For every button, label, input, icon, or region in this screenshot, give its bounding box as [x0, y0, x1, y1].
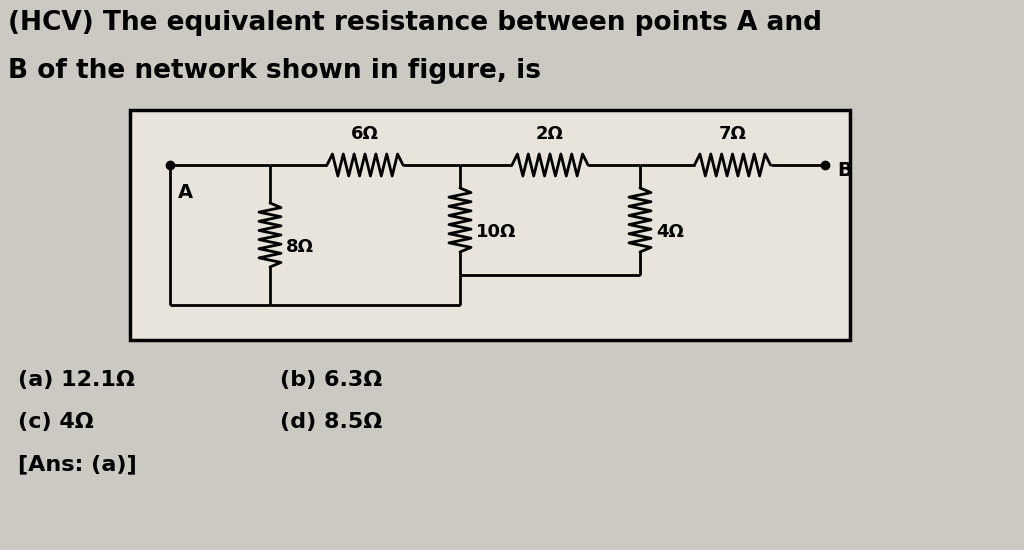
- Text: (d) 8.5Ω: (d) 8.5Ω: [280, 412, 382, 432]
- Text: (a) 12.1Ω: (a) 12.1Ω: [18, 370, 135, 390]
- Text: (c) 4Ω: (c) 4Ω: [18, 412, 94, 432]
- Text: 4Ω: 4Ω: [656, 223, 684, 241]
- Text: B of the network shown in figure, is: B of the network shown in figure, is: [8, 58, 541, 84]
- Text: (b) 6.3Ω: (b) 6.3Ω: [280, 370, 382, 390]
- Text: 7Ω: 7Ω: [719, 125, 746, 143]
- Text: (HCV) The equivalent resistance between points A and: (HCV) The equivalent resistance between …: [8, 10, 822, 36]
- Bar: [130, 110, 850, 340]
- Text: [Ans: (a)]: [Ans: (a)]: [18, 454, 137, 474]
- Text: 8Ω: 8Ω: [286, 238, 314, 256]
- Text: 6Ω: 6Ω: [351, 125, 379, 143]
- Text: B: B: [837, 161, 852, 179]
- Text: A: A: [178, 183, 194, 202]
- Text: 2Ω: 2Ω: [536, 125, 564, 143]
- Text: 10Ω: 10Ω: [476, 223, 516, 241]
